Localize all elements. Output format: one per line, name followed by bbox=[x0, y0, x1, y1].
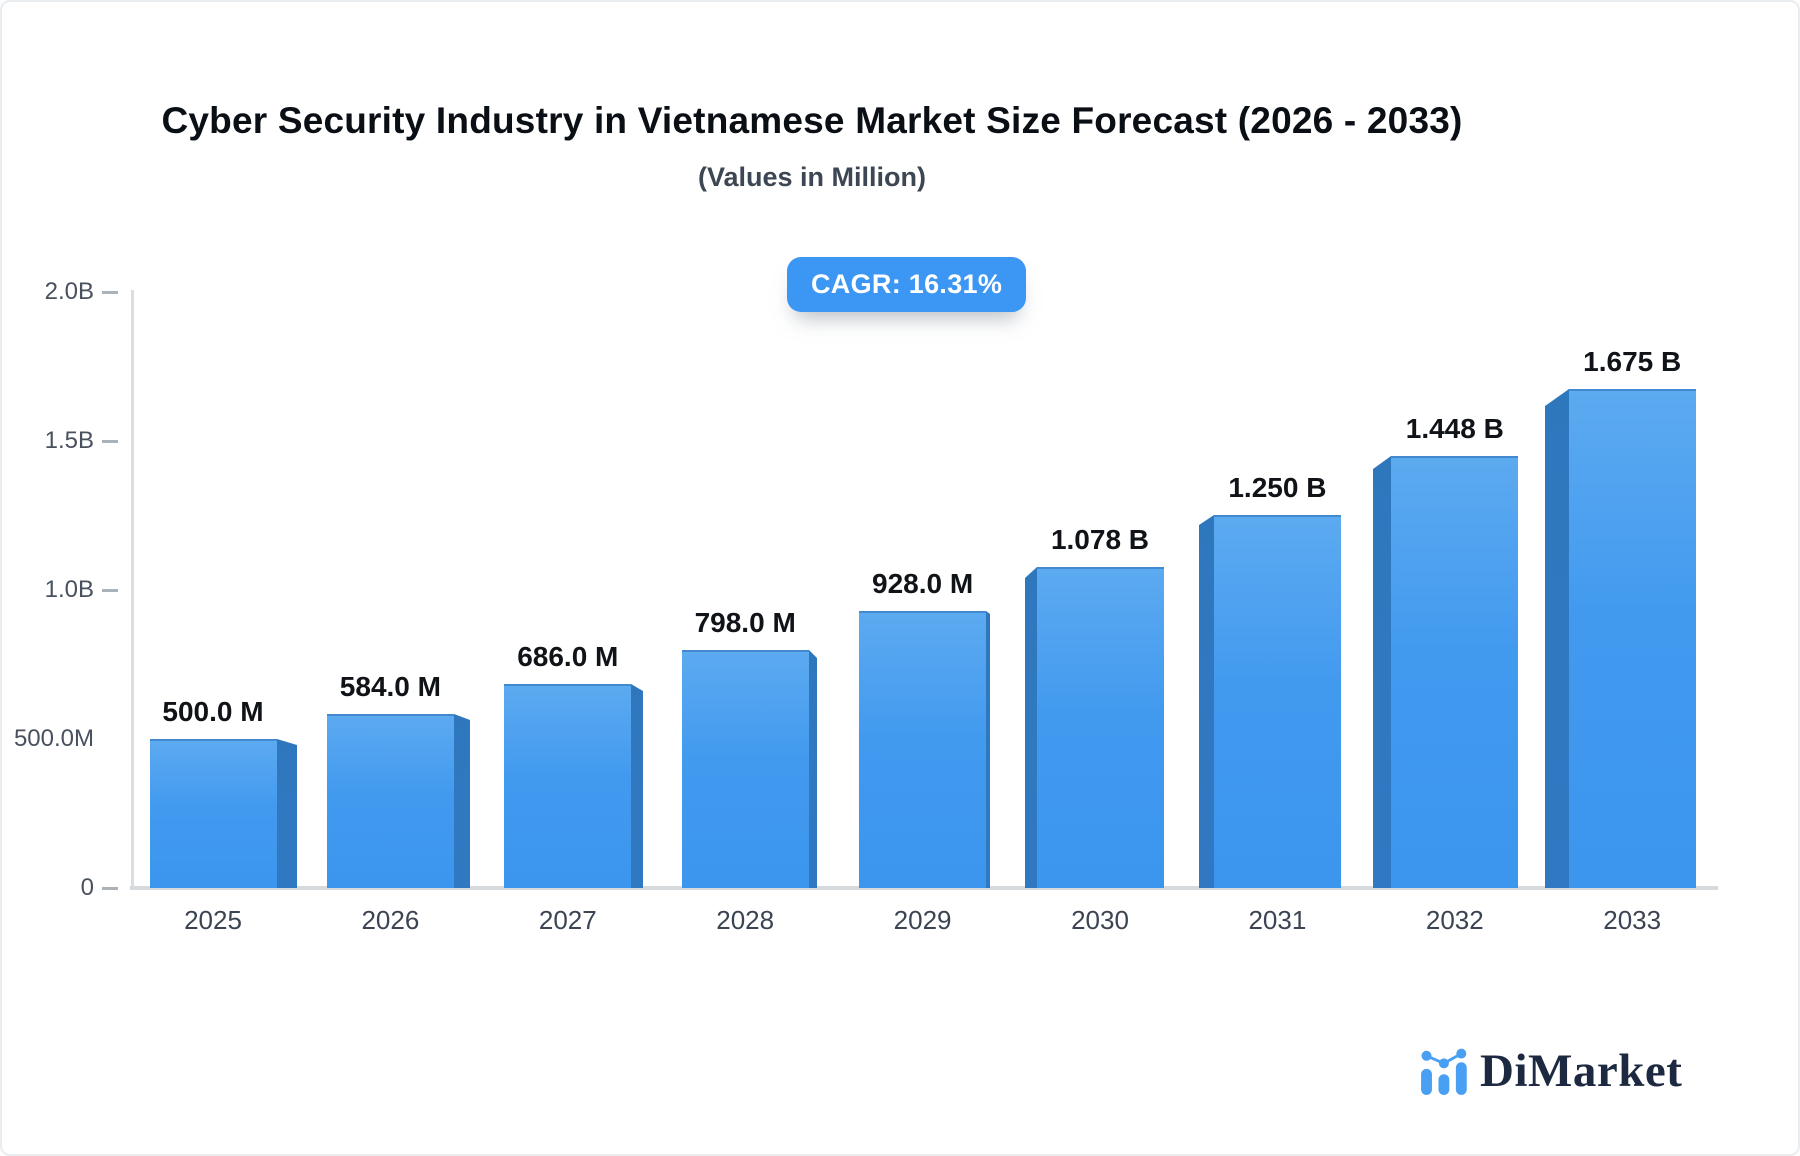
page-subtitle: (Values in Million) bbox=[697, 162, 927, 192]
x-axis-label: 2029 bbox=[893, 905, 952, 935]
cagr-badge-label: CAGR: 16.31% bbox=[811, 269, 1003, 299]
bar-value-label: 1.250 B bbox=[1228, 472, 1327, 503]
bar-2029[interactable] bbox=[859, 611, 986, 888]
bar-side-face bbox=[1025, 567, 1037, 888]
bar-side-face bbox=[277, 739, 297, 888]
bar-side-face bbox=[1373, 456, 1391, 888]
dimarket-logo: DiMarket bbox=[1420, 1040, 1682, 1102]
x-axis-label: 2026 bbox=[361, 905, 420, 935]
bar-side-face bbox=[1199, 515, 1214, 888]
bar-chart-logo-icon bbox=[1421, 1048, 1467, 1095]
bar-2026[interactable] bbox=[327, 714, 454, 888]
x-axis-label: 2031 bbox=[1248, 905, 1307, 935]
y-axis-label: 0 bbox=[80, 874, 94, 901]
bar-side-face bbox=[809, 650, 817, 888]
y-axis-label: 2.0B bbox=[44, 278, 94, 305]
x-axis-label: 2027 bbox=[538, 905, 597, 935]
bar-side-face bbox=[986, 611, 990, 888]
y-axis-label: 1.5B bbox=[44, 427, 94, 454]
cagr-badge: CAGR: 16.31% bbox=[787, 257, 1027, 312]
y-axis-label: 1.0B bbox=[44, 576, 94, 603]
page-title: Cyber Security Industry in Vietnamese Ma… bbox=[161, 100, 1463, 141]
x-axis-line bbox=[130, 886, 1718, 890]
bar-2025[interactable] bbox=[150, 739, 277, 888]
bar-value-label: 1.078 B bbox=[1050, 524, 1150, 555]
x-axis-label: 2025 bbox=[184, 905, 242, 935]
y-axis-tick bbox=[102, 589, 118, 592]
bar-2033[interactable] bbox=[1569, 389, 1696, 888]
bar-side-face bbox=[631, 684, 643, 888]
y-axis-line bbox=[131, 290, 134, 890]
bar-value-label: 1.448 B bbox=[1405, 413, 1504, 444]
y-axis-label: 500.0M bbox=[13, 725, 94, 752]
y-axis-tick bbox=[102, 887, 118, 890]
x-axis-label: 2032 bbox=[1425, 905, 1484, 935]
bar-side-face bbox=[454, 714, 470, 888]
bar-2032[interactable] bbox=[1391, 456, 1518, 888]
bar-value-label: 500.0 M bbox=[162, 696, 264, 727]
bar-2027[interactable] bbox=[504, 684, 631, 888]
bar-value-label: 686.0 M bbox=[517, 641, 619, 672]
bar-value-label: 584.0 M bbox=[339, 671, 441, 702]
logo-text: DiMarket bbox=[1480, 1045, 1683, 1097]
x-axis-label: 2028 bbox=[716, 905, 775, 935]
x-axis-label: 2033 bbox=[1603, 905, 1662, 935]
bar-value-label: 798.0 M bbox=[694, 607, 796, 638]
bar-2031[interactable] bbox=[1214, 515, 1341, 888]
bar-side-face bbox=[1545, 389, 1569, 888]
bar-2030[interactable] bbox=[1037, 567, 1164, 888]
y-axis-tick bbox=[102, 291, 118, 294]
y-axis-tick bbox=[102, 440, 118, 443]
bar-value-label: 928.0 M bbox=[872, 568, 974, 599]
bar-value-label: 1.675 B bbox=[1583, 346, 1682, 377]
x-axis-label: 2030 bbox=[1071, 905, 1129, 935]
bar-2028[interactable] bbox=[682, 650, 809, 888]
